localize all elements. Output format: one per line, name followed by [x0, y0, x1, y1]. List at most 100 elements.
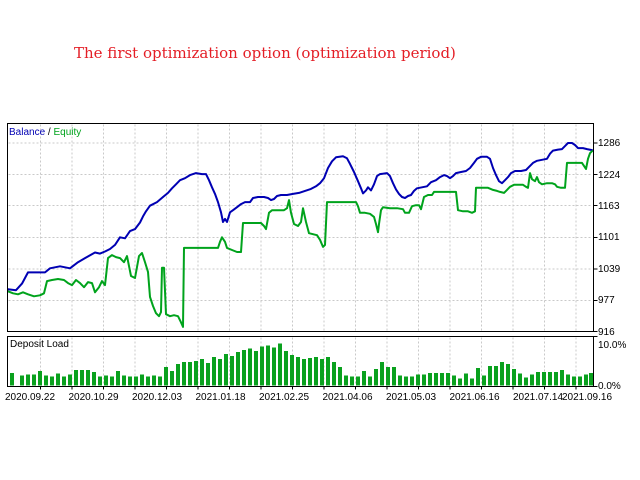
deposit-load-bar [326, 357, 330, 386]
deposit-load-bar [128, 376, 132, 386]
x-axis-tick-label: 2021.07.14 [512, 392, 564, 403]
deposit-load-bar [242, 350, 246, 386]
deposit-load-bar [350, 376, 354, 386]
legend-separator: / [45, 127, 54, 138]
equity-line [7, 150, 593, 328]
deposit-load-bar [440, 372, 444, 386]
deposit-load-bar [116, 370, 120, 386]
deposit-load-bar [140, 374, 144, 386]
deposit-load-bar [296, 357, 300, 386]
deposit-load-bar [344, 375, 348, 386]
x-axis-tick-label: 2021.02.25 [258, 392, 310, 403]
deposit-load-bar [464, 373, 468, 386]
deposit-load-bar [362, 370, 366, 386]
deposit-load-bar [290, 355, 294, 386]
deposit-load-bar [428, 372, 432, 386]
x-axis-tick-label: 2021.05.03 [385, 392, 437, 403]
deposit-load-bar [548, 371, 552, 386]
deposit-load-bar [50, 376, 54, 386]
x-axis-tick-label: 2021.01.18 [195, 392, 246, 403]
deposit-load-bar [104, 375, 108, 386]
deposit-load-bar [386, 366, 390, 386]
chart-legend: Balance / Equity [9, 127, 81, 138]
y-axis-tick-label: 1039 [598, 263, 621, 275]
deposit-load-bar [56, 373, 60, 386]
deposit-load-bar [260, 346, 264, 386]
y-axis-tick-label: 977 [598, 295, 615, 307]
legend-equity-label: Equity [53, 127, 82, 138]
deposit-load-bar [212, 357, 216, 386]
deposit-load-bars [10, 343, 593, 386]
deposit-load-bar [530, 374, 534, 386]
deposit-load-bar [566, 374, 570, 386]
deposit-load-bar [410, 376, 414, 386]
deposit-load-bar [62, 376, 66, 386]
legend-balance-label: Balance [9, 127, 46, 138]
deposit-load-bar [476, 367, 480, 386]
deposit-load-bar [482, 375, 486, 386]
deposit-load-bar [284, 351, 288, 386]
deposit-load-bar [302, 359, 306, 386]
deposit-load-bar [110, 376, 114, 386]
deposit-load-bar [332, 362, 336, 386]
deposit-load-bar [200, 359, 204, 386]
deposit-load-bar [434, 372, 438, 386]
y-axis-tick-label: 1101 [598, 232, 620, 244]
deposit-load-bar [272, 347, 276, 386]
deposit-load-bar [589, 372, 593, 386]
deposit-load-bar [122, 375, 126, 386]
deposit-load-bar [392, 366, 396, 386]
deposit-load-bar [470, 378, 474, 386]
y-axis-tick-label: 916 [598, 326, 615, 338]
deposit-load-bar [554, 371, 558, 386]
x-axis-tick-label: 2021.04.06 [322, 392, 373, 403]
deposit-load-bar [230, 356, 234, 386]
deposit-load-bar [368, 376, 372, 386]
gridlines [8, 124, 593, 386]
y-axis-tick-label: 1224 [598, 169, 621, 181]
deposit-load-bar [158, 376, 162, 386]
deposit-load-bar [80, 369, 84, 386]
deposit-load-bar [584, 374, 588, 386]
report-title: The first optimization option (optimizat… [74, 44, 456, 62]
deposit-load-bar [380, 362, 384, 386]
deposit-load-bar [152, 375, 156, 386]
deposit-load-bar [308, 358, 312, 386]
deposit-load-bottom-label: 0.0% [598, 381, 621, 392]
deposit-load-bar [446, 372, 450, 386]
x-axis-tick-label: 2020.10.29 [68, 392, 119, 403]
deposit-load-bar [188, 362, 192, 386]
deposit-load-bar [542, 371, 546, 386]
deposit-load-bar [356, 376, 360, 386]
deposit-load-bar [194, 361, 198, 386]
deposit-load-bar [488, 365, 492, 386]
deposit-load-bar [494, 365, 498, 386]
deposit-load-bar [458, 378, 462, 386]
x-axis-tick-label: 2021.09.16 [561, 392, 613, 403]
deposit-load-bar [314, 357, 318, 386]
x-axis-tick-label: 2020.09.22 [4, 392, 56, 403]
deposit-load-bar [572, 376, 576, 386]
deposit-load-bar [206, 363, 210, 386]
deposit-load-label: Deposit Load [10, 339, 69, 350]
deposit-load-top-label: 10.0% [598, 340, 627, 351]
deposit-load-bar [506, 363, 510, 386]
deposit-load-bar [278, 343, 282, 386]
deposit-load-bar [338, 366, 342, 386]
deposit-load-bar [164, 366, 168, 386]
deposit-load-bar [20, 375, 24, 386]
deposit-load-bar [92, 371, 96, 386]
deposit-load-bar [10, 372, 14, 386]
balance-line [7, 142, 593, 292]
deposit-load-bar [452, 375, 456, 386]
deposit-panel-border [7, 336, 594, 387]
deposit-load-bar [254, 351, 258, 386]
deposit-load-bar [236, 352, 240, 386]
deposit-load-bar [26, 374, 30, 386]
y-axis-tick-label: 1286 [598, 138, 621, 149]
deposit-load-bar [512, 368, 516, 386]
deposit-load-bar [416, 374, 420, 386]
deposit-load-bar [266, 345, 270, 386]
